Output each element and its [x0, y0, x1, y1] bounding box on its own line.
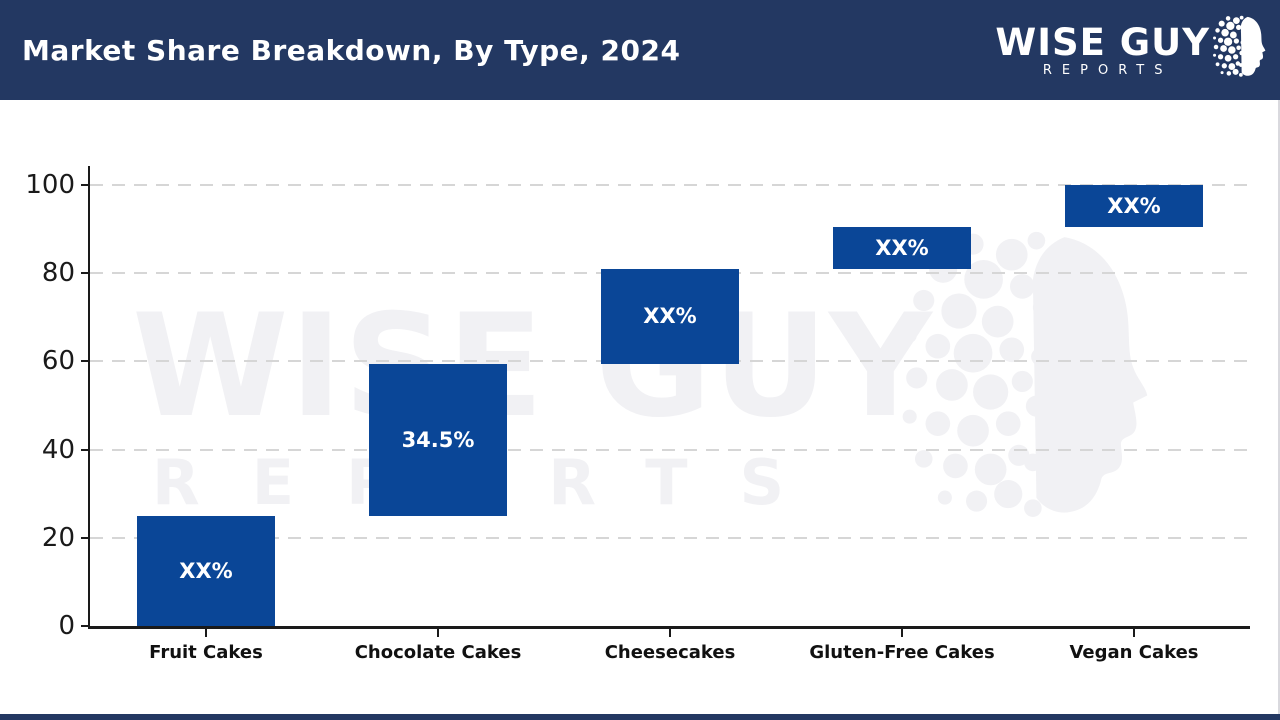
y-tick-mark — [81, 184, 88, 186]
bar-value-label: XX% — [875, 235, 929, 260]
x-axis-label: Gluten-Free Cakes — [809, 642, 995, 663]
page-title: Market Share Breakdown, By Type, 2024 — [22, 33, 681, 67]
x-axis-label: Cheesecakes — [604, 642, 736, 663]
bar-value-label: 34.5% — [401, 427, 475, 452]
y-axis-line — [88, 166, 90, 628]
bar-gluten-free-cakes: XX% — [833, 226, 971, 269]
wise-guy-logo: WISE GUY REPORTS — [995, 4, 1268, 96]
bar-value-label: XX% — [643, 304, 697, 329]
x-tick-mark — [901, 628, 903, 637]
bar-value-label: XX% — [1107, 193, 1161, 218]
x-axis-label: Chocolate Cakes — [354, 642, 522, 663]
logo-text: WISE GUY REPORTS — [995, 24, 1210, 77]
y-tick-label: 20 — [41, 522, 75, 553]
y-tick-label: 40 — [41, 434, 75, 465]
y-tick-label: 60 — [41, 346, 75, 377]
y-tick-mark — [81, 536, 88, 539]
x-tick-mark — [1133, 628, 1135, 637]
gridline-y-40 — [90, 448, 1250, 451]
y-tick-mark — [81, 272, 88, 275]
y-tick-label: 100 — [25, 170, 75, 200]
bar-vegan-cakes: XX% — [1065, 185, 1203, 227]
y-tick-mark — [81, 625, 88, 627]
gridline-y-100 — [90, 184, 1250, 186]
y-tick-label: 0 — [58, 611, 75, 641]
y-tick-mark — [81, 448, 88, 451]
y-tick-label: 80 — [41, 258, 75, 289]
logo-subtitle: REPORTS — [1042, 62, 1173, 78]
logo-wordmark: WISE GUY — [995, 20, 1210, 64]
bar-value-label: XX% — [179, 558, 233, 583]
bar-fruit-cakes: XX% — [137, 515, 275, 626]
x-tick-mark — [205, 628, 207, 637]
x-axis-label: Fruit Cakes — [149, 642, 263, 663]
x-axis-label: Vegan Cakes — [1069, 642, 1199, 663]
footer-bar — [0, 714, 1280, 720]
x-tick-mark — [669, 628, 671, 637]
head-profile-icon — [1204, 8, 1268, 92]
gridline-y-20 — [90, 536, 1250, 539]
x-axis-line — [88, 626, 1250, 629]
bar-chocolate-cakes: 34.5% — [369, 363, 507, 516]
watermark-wordmark: WISE GUY — [132, 284, 933, 449]
x-tick-mark — [437, 628, 439, 637]
y-tick-mark — [81, 360, 88, 363]
bar-cheesecakes: XX% — [601, 268, 739, 364]
header-bar: Market Share Breakdown, By Type, 2024 WI… — [0, 0, 1280, 100]
watermark-head-icon — [858, 216, 1162, 568]
screen-right-edge — [1278, 100, 1280, 714]
